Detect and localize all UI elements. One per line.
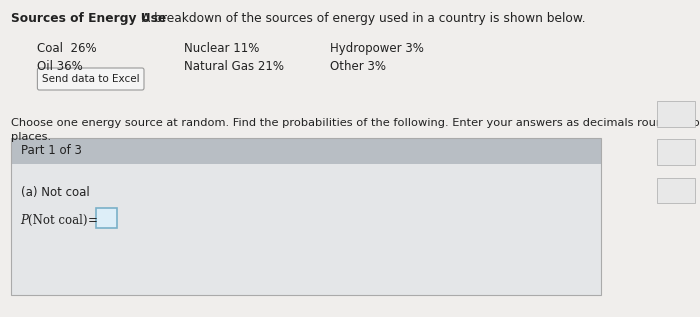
Text: Send data to Excel: Send data to Excel: [42, 74, 139, 84]
Bar: [657, 139, 695, 165]
Text: (Not coal): (Not coal): [28, 214, 88, 227]
Text: Choose one energy source at random. Find the probabilities of the following. Ent: Choose one energy source at random. Find…: [11, 118, 700, 128]
Text: Part 1 of 3: Part 1 of 3: [20, 145, 81, 158]
Text: =: =: [88, 214, 98, 227]
Text: P: P: [20, 214, 29, 227]
Text: Sources of Energy Use: Sources of Energy Use: [11, 12, 167, 25]
Bar: [657, 101, 695, 127]
Text: A breakdown of the sources of energy used in a country is shown below.: A breakdown of the sources of energy use…: [139, 12, 586, 25]
Text: Natural Gas 21%: Natural Gas 21%: [183, 60, 284, 73]
Bar: [97, 208, 117, 228]
Text: places.: places.: [11, 132, 51, 142]
Text: Nuclear 11%: Nuclear 11%: [183, 42, 259, 55]
Text: (a) Not coal: (a) Not coal: [20, 186, 90, 199]
Text: Hydropower 3%: Hydropower 3%: [330, 42, 424, 55]
Bar: [11, 138, 601, 164]
Text: Oil 36%: Oil 36%: [36, 60, 83, 73]
FancyBboxPatch shape: [37, 68, 144, 90]
Text: Other 3%: Other 3%: [330, 60, 386, 73]
Bar: [11, 164, 601, 295]
Bar: [11, 138, 601, 295]
Text: Coal  26%: Coal 26%: [36, 42, 97, 55]
Bar: [657, 178, 695, 203]
